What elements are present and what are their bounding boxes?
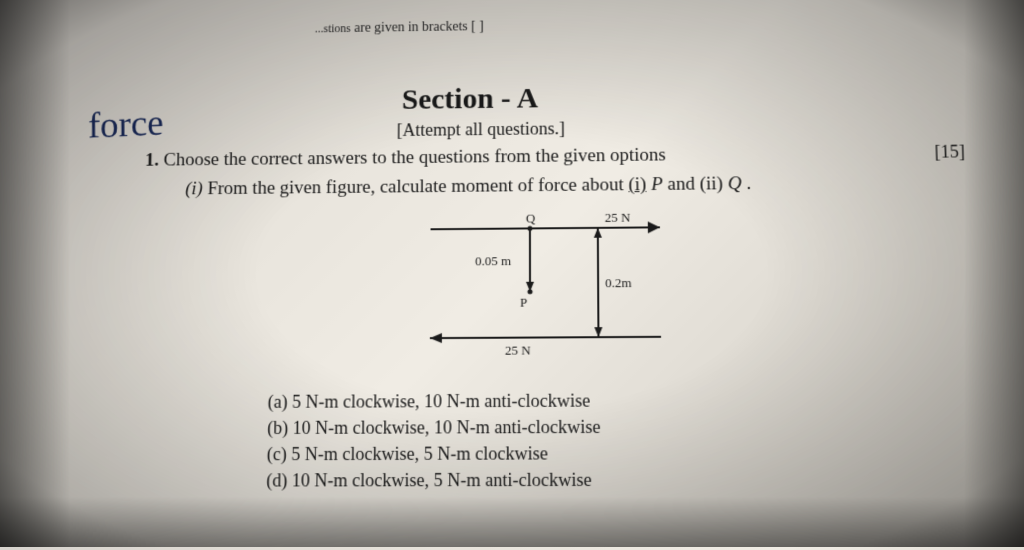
- label-q: Q: [526, 211, 535, 225]
- sub-text: From the given figure, calculate moment …: [207, 175, 624, 199]
- top-header-note: ...stions are given in brackets [ ]: [315, 20, 484, 38]
- top-force-label: 25 N: [605, 211, 631, 225]
- top-note-text: are given in brackets [ ]: [354, 20, 484, 36]
- top-note-partial: ...stions: [315, 21, 351, 35]
- diagram-svg: 25 N 25 N Q 0.05 m P 0.2m: [420, 209, 682, 370]
- question-1-main: 1. Choose the correct answers to the que…: [145, 142, 899, 171]
- bottom-force-label: 25 N: [505, 343, 531, 357]
- section-title: Section - A: [402, 82, 538, 116]
- sub-and: and: [667, 174, 699, 195]
- sub-p: P: [651, 174, 663, 195]
- label-p: P: [520, 295, 527, 309]
- point-p: [528, 289, 533, 294]
- segment-gap: [598, 228, 599, 337]
- sub-prefix: (i): [185, 179, 203, 200]
- question-marks: [15]: [934, 142, 965, 163]
- option-a: (a) 5 N-m clockwise, 10 N-m anti-clockwi…: [267, 387, 600, 415]
- moment-diagram: 25 N 25 N Q 0.05 m P 0.2m: [420, 209, 682, 370]
- label-dist1: 0.05 m: [475, 254, 511, 268]
- option-d: (d) 10 N-m clockwise, 5 N-m anti-clockwi…: [266, 467, 601, 494]
- option-b: (b) 10 N-m clockwise, 10 N-m anti-clockw…: [267, 414, 600, 441]
- answer-options: (a) 5 N-m clockwise, 10 N-m anti-clockwi…: [266, 387, 601, 494]
- gap-arrow-down: [594, 327, 602, 337]
- question-main-text: Choose the correct answers to the questi…: [163, 145, 666, 171]
- top-force-arrow: [598, 227, 660, 228]
- sub-i: (i): [628, 174, 646, 195]
- question-1-sub: (i) From the given figure, calculate mom…: [185, 171, 962, 200]
- label-dist2: 0.2m: [605, 276, 632, 290]
- handwritten-annotation: force: [88, 102, 164, 148]
- question-number: 1.: [145, 150, 159, 170]
- bottom-force-arrow: [440, 338, 530, 339]
- section-subtitle: [Attempt all questions.]: [397, 119, 565, 141]
- sub-q: Q: [728, 173, 742, 194]
- sub-ii: (ii): [700, 174, 724, 195]
- gap-arrow-up: [594, 228, 602, 238]
- bottom-force-arrowhead: [430, 333, 442, 343]
- sub-dot: .: [746, 173, 751, 194]
- option-c: (c) 5 N-m clockwise, 5 N-m clockwise: [267, 440, 601, 467]
